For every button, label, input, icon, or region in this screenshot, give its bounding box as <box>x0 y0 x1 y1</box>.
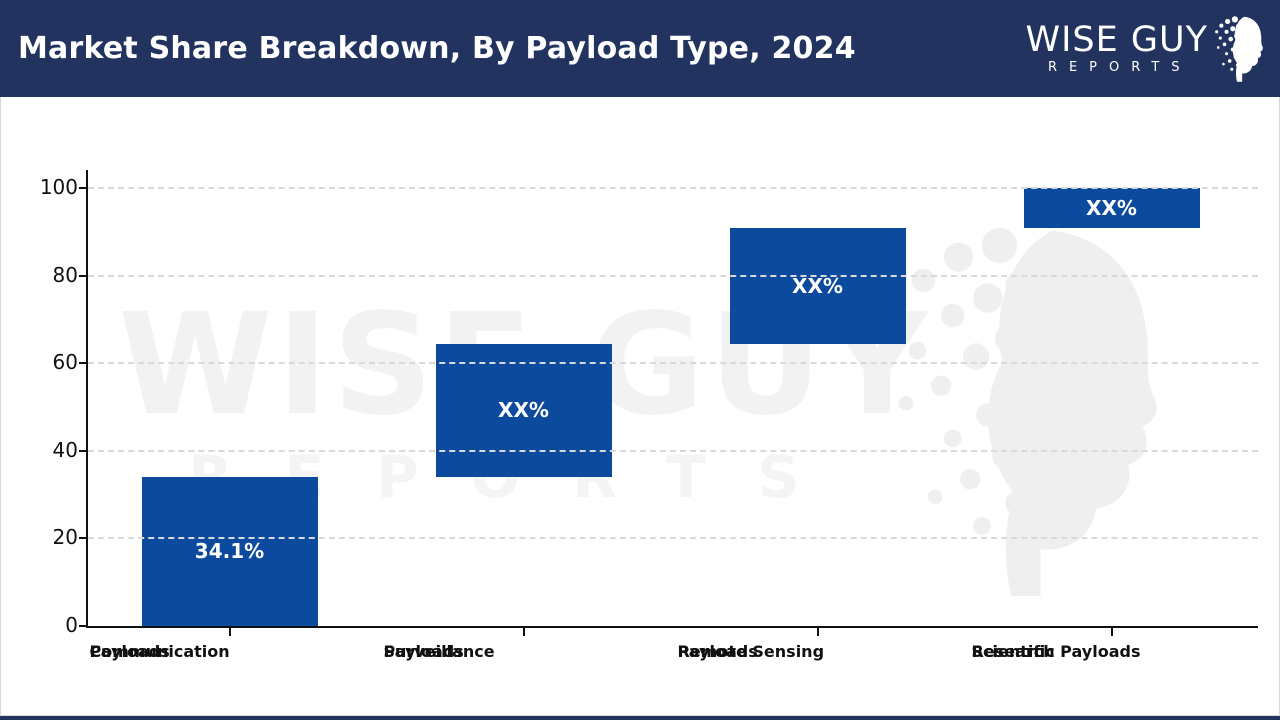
logo-subtitle: REPORTS <box>1047 59 1192 75</box>
gridline <box>88 187 1258 189</box>
x-category-label-line: Communication <box>89 642 230 661</box>
watermark-face-icon <box>888 227 1157 597</box>
dotted-face-icon <box>1215 15 1263 82</box>
x-category-label-line: Payloads <box>383 642 464 661</box>
gridline <box>88 537 1258 540</box>
bar-value-label: 34.1% <box>194 539 265 564</box>
x-axis <box>86 626 1258 628</box>
x-category-label-line: Remote Sensing <box>677 642 825 661</box>
x-category-label-line: Scientific <box>971 642 1055 661</box>
logo: WISE GUY REPORTS <box>1025 7 1264 91</box>
bar-value-label: XX% <box>1086 196 1137 221</box>
bar-value-label: XX% <box>498 398 549 423</box>
y-tick-label: 80 <box>52 262 78 287</box>
y-tick-label: 20 <box>52 525 78 550</box>
y-tick-mark <box>79 187 88 189</box>
x-tick-mark <box>1110 628 1113 636</box>
bar: XX% <box>435 344 612 477</box>
x-category-label-line: Surveillance <box>383 642 495 661</box>
x-category-label-line: Research Payloads <box>971 642 1141 661</box>
y-tick-mark <box>79 449 88 452</box>
y-tick-label: 100 <box>39 175 78 199</box>
bar: XX% <box>729 228 906 345</box>
y-tick-label: 60 <box>52 350 78 375</box>
x-tick-mark <box>816 628 819 636</box>
y-tick-mark <box>79 537 88 540</box>
y-tick-mark <box>79 362 88 365</box>
gridline <box>88 362 1258 365</box>
x-category-label-line: Payloads <box>89 642 170 661</box>
x-category-label-line: Payloads <box>677 642 758 661</box>
y-tick-label: 0 <box>65 613 78 637</box>
page-title: Market Share Breakdown, By Payload Type,… <box>18 31 856 66</box>
header-band: Market Share Breakdown, By Payload Type,… <box>0 0 1280 97</box>
x-tick-mark <box>522 628 525 636</box>
footer-bar <box>0 716 1280 720</box>
gridline <box>88 274 1258 277</box>
y-tick-mark <box>79 274 88 277</box>
y-axis <box>86 170 88 628</box>
y-tick-label: 40 <box>52 437 78 462</box>
y-tick-mark <box>79 625 88 627</box>
logo-wordmark: WISE GUY <box>1025 20 1208 61</box>
bar: XX% <box>1023 188 1200 229</box>
gridline <box>88 449 1258 452</box>
logo-text: WISE GUY REPORTS <box>1025 22 1208 75</box>
bar-value-label: XX% <box>792 274 843 299</box>
bar: 34.1% <box>141 476 318 626</box>
x-tick-mark <box>228 628 231 636</box>
